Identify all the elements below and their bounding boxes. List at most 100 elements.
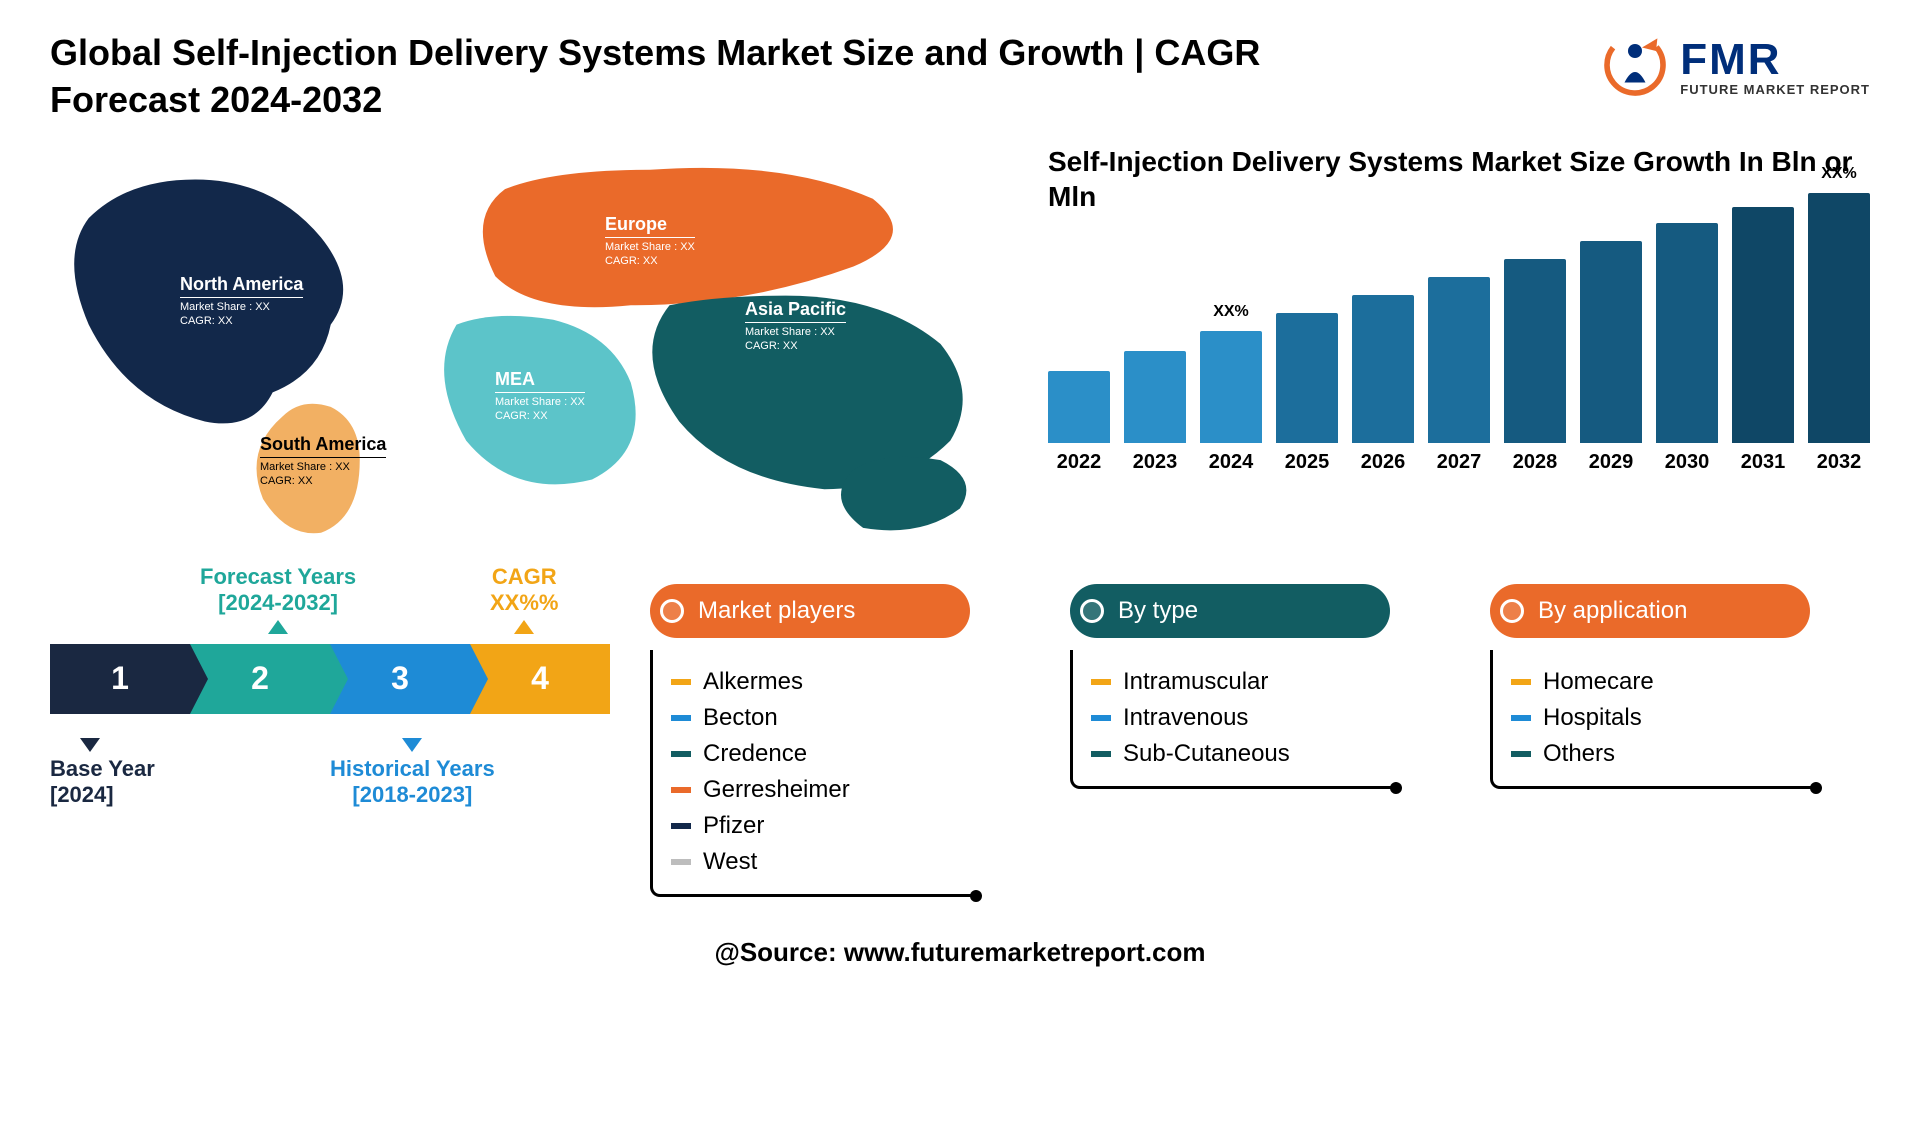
list-item: Others (1493, 736, 1820, 772)
col-by-type: By type Intramuscular Intravenous Sub-Cuta… (1070, 584, 1450, 789)
bar-2031: 2031 (1732, 207, 1794, 474)
list-item: West (653, 844, 980, 880)
bar-2029: 2029 (1580, 241, 1642, 474)
dot-icon (1080, 599, 1104, 623)
tl-cell-4: 4 (470, 644, 610, 714)
list-item-label: Gerresheimer (703, 776, 850, 804)
bar-xlabel: 2026 (1361, 451, 1406, 474)
color-swatch-icon (1511, 751, 1531, 757)
bar-2030: 2030 (1656, 223, 1718, 474)
timeline-row: 1 2 3 4 (50, 644, 610, 714)
color-swatch-icon (671, 715, 691, 721)
bar-rect: XX% (1808, 193, 1870, 443)
bar-xlabel: 2028 (1513, 451, 1558, 474)
map-label-eu: Europe Market Share : XX CAGR: XX (605, 214, 695, 269)
bar-badge: XX% (1821, 165, 1857, 183)
logo-text-sub: FUTURE MARKET REPORT (1680, 82, 1870, 97)
list-item: Gerresheimer (653, 772, 980, 808)
bar-2026: 2026 (1352, 295, 1414, 474)
bar-rect (1656, 223, 1718, 443)
color-swatch-icon (1091, 679, 1111, 685)
bar-xlabel: 2027 (1437, 451, 1482, 474)
bar-rect (1276, 313, 1338, 443)
bar-badge: XX% (1213, 303, 1249, 321)
bar-xlabel: 2032 (1817, 451, 1862, 474)
bar-xlabel: 2031 (1741, 451, 1786, 474)
bar-2023: 2023 (1124, 351, 1186, 474)
list-item-label: West (703, 848, 757, 876)
dot-icon (1500, 599, 1524, 623)
bar-xlabel: 2022 (1057, 451, 1102, 474)
bar-xlabel: 2029 (1589, 451, 1634, 474)
world-map-svg (50, 144, 1018, 544)
pill-by-type: By type (1070, 584, 1390, 638)
map-label-na: North America Market Share : XX CAGR: XX (180, 274, 303, 329)
list-item-label: Sub-Cutaneous (1123, 740, 1290, 768)
bars-container: 2022 2023 XX%2024 2025 2026 2027 2028 2029 2030 2… (1048, 224, 1870, 474)
list-item-label: Becton (703, 704, 778, 732)
list-item-label: Homecare (1543, 668, 1654, 696)
ann-cagr: CAGR XX%% (490, 564, 558, 639)
pill-market-players: Market players (650, 584, 970, 638)
map-label-mea: MEA Market Share : XX CAGR: XX (495, 369, 585, 424)
bar-2028: 2028 (1504, 259, 1566, 474)
list-item: Credence (653, 736, 980, 772)
list-item-label: Others (1543, 740, 1615, 768)
source-line: @Source: www.futuremarketreport.com (50, 937, 1870, 968)
tl-cell-2: 2 (190, 644, 330, 714)
world-map: North America Market Share : XX CAGR: XX… (50, 144, 1018, 544)
list-type: Intramuscular Intravenous Sub-Cutaneous (1070, 650, 1400, 789)
dot-icon (660, 599, 684, 623)
color-swatch-icon (1511, 715, 1531, 721)
bar-2024: XX%2024 (1200, 331, 1262, 474)
color-swatch-icon (671, 751, 691, 757)
logo-text-main: FMR (1680, 38, 1870, 82)
bar-rect (1580, 241, 1642, 443)
color-swatch-icon (1091, 751, 1111, 757)
tl-cell-3: 3 (330, 644, 470, 714)
list-item: Intravenous (1073, 700, 1400, 736)
ann-base: Base Year [2024] (50, 734, 155, 809)
bar-xlabel: 2023 (1133, 451, 1178, 474)
color-swatch-icon (1511, 679, 1531, 685)
color-swatch-icon (671, 859, 691, 865)
list-item-label: Alkermes (703, 668, 803, 696)
bar-2032: XX% 2032 (1808, 193, 1870, 474)
globe-person-icon (1600, 30, 1670, 105)
page-title: Global Self-Injection Delivery Systems M… (50, 30, 1350, 124)
bar-chart: Self-Injection Delivery Systems Market S… (1048, 144, 1870, 544)
bar-rect (1504, 259, 1566, 443)
bar-rect (1048, 371, 1110, 443)
color-swatch-icon (671, 823, 691, 829)
list-item-label: Hospitals (1543, 704, 1642, 732)
timeline: Forecast Years [2024-2032] CAGR XX%% 1 2… (50, 584, 610, 714)
list-item: Pfizer (653, 808, 980, 844)
chart-title: Self-Injection Delivery Systems Market S… (1048, 144, 1870, 214)
bar-2027: 2027 (1428, 277, 1490, 474)
list-item-label: Intramuscular (1123, 668, 1268, 696)
list-item: Alkermes (653, 664, 980, 700)
tl-cell-1: 1 (50, 644, 190, 714)
logo: FMR FUTURE MARKET REPORT (1600, 30, 1870, 105)
bar-rect (1352, 295, 1414, 443)
pill-by-application: By application (1490, 584, 1810, 638)
ann-historical: Historical Years [2018-2023] (330, 734, 495, 809)
bar-rect (1124, 351, 1186, 443)
list-item-label: Intravenous (1123, 704, 1248, 732)
upper-row: North America Market Share : XX CAGR: XX… (50, 144, 1870, 544)
bar-xlabel: 2025 (1285, 451, 1330, 474)
bar-xlabel: 2030 (1665, 451, 1710, 474)
list-item: Sub-Cutaneous (1073, 736, 1400, 772)
header: Global Self-Injection Delivery Systems M… (50, 30, 1870, 124)
col-market-players: Market players Alkermes Becton Credence Ger… (650, 584, 1030, 897)
lower-row: Forecast Years [2024-2032] CAGR XX%% 1 2… (50, 584, 1870, 897)
map-australia (841, 457, 966, 530)
list-players: Alkermes Becton Credence Gerresheimer Pfizer… (650, 650, 980, 897)
list-item-label: Credence (703, 740, 807, 768)
map-label-ap: Asia Pacific Market Share : XX CAGR: XX (745, 299, 846, 354)
list-item: Homecare (1493, 664, 1820, 700)
list-item: Becton (653, 700, 980, 736)
list-item: Intramuscular (1073, 664, 1400, 700)
ann-forecast: Forecast Years [2024-2032] (200, 564, 356, 639)
list-application: Homecare Hospitals Others (1490, 650, 1820, 789)
